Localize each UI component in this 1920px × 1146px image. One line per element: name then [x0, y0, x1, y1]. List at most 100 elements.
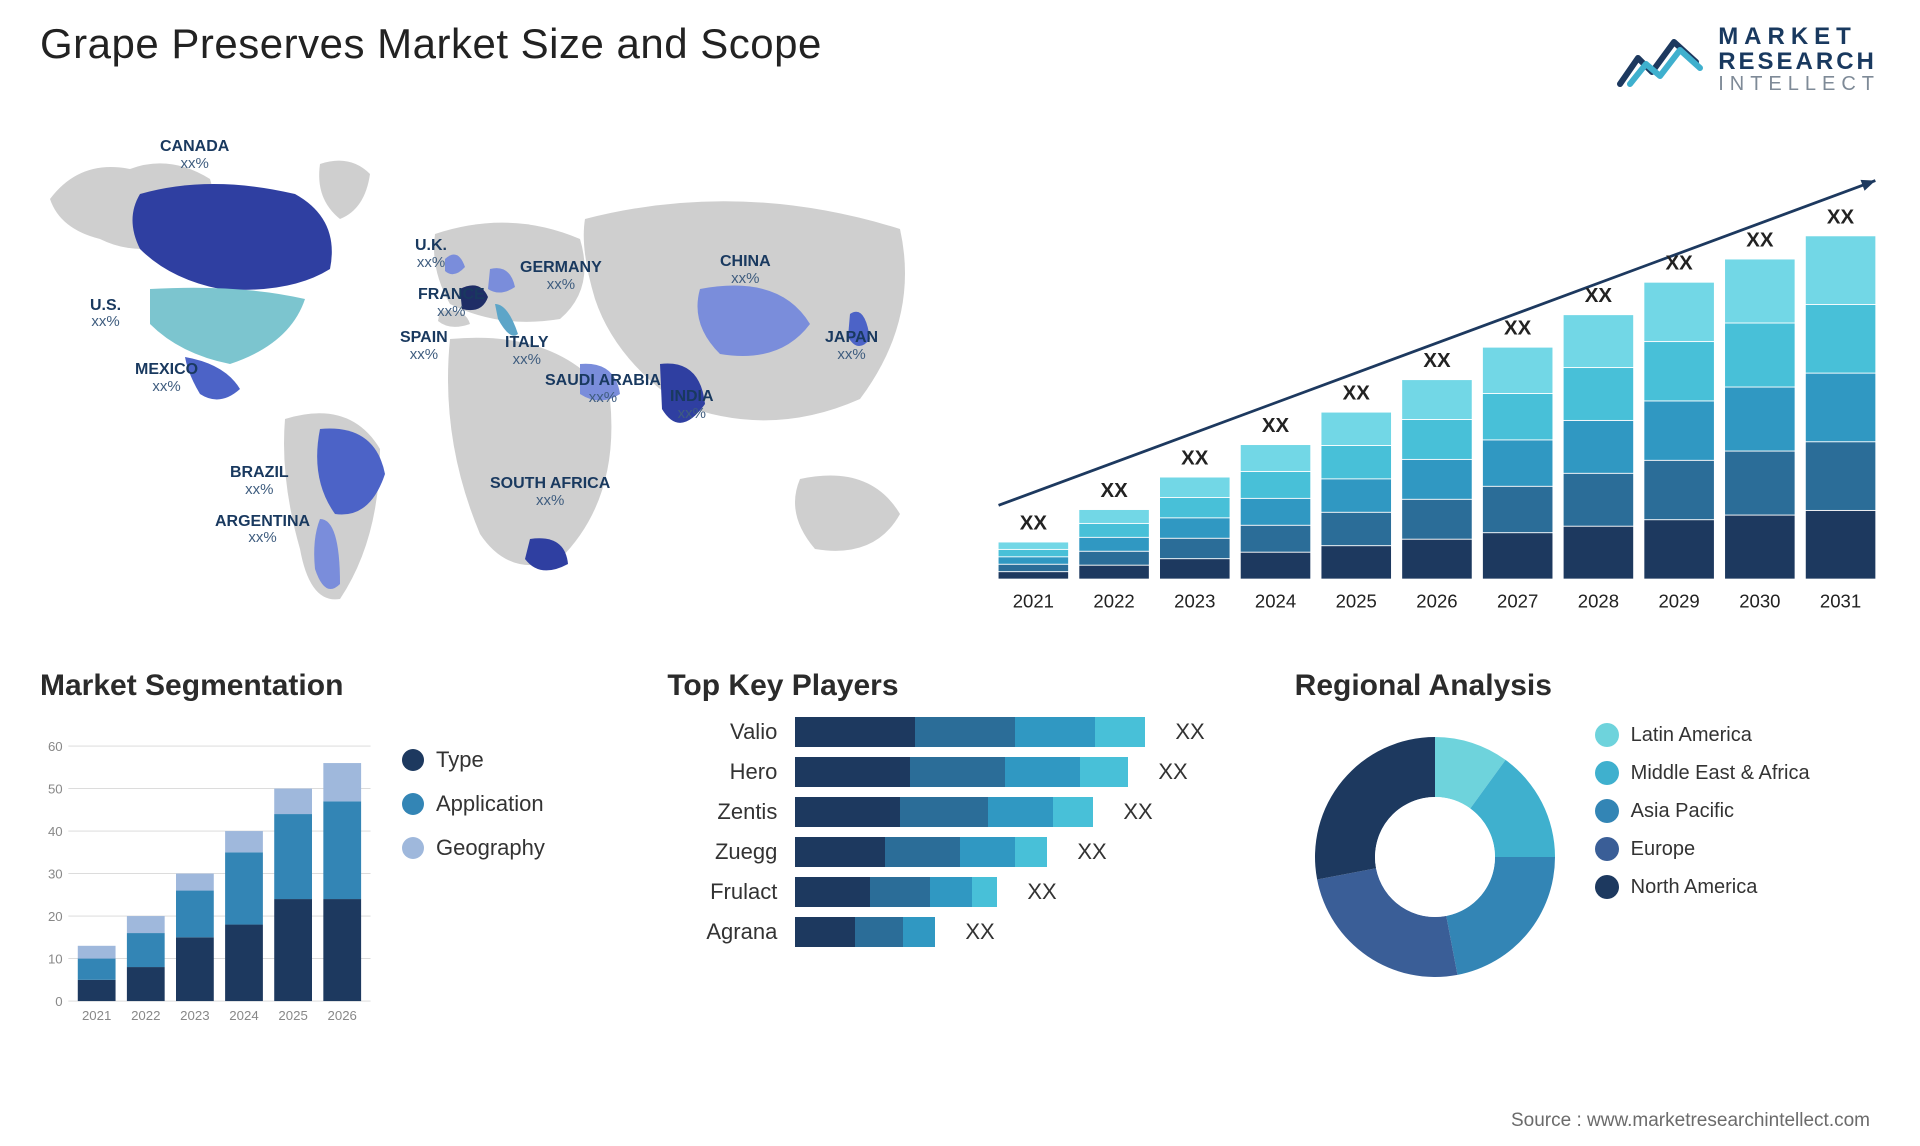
svg-text:0: 0 — [55, 994, 62, 1009]
players-title: Top Key Players — [667, 669, 1252, 703]
player-value: XX — [1175, 719, 1204, 745]
logo-line-1: MARKET — [1718, 24, 1880, 49]
player-bar — [795, 877, 997, 907]
logo-line-3: INTELLECT — [1718, 74, 1880, 95]
svg-text:XX: XX — [1100, 480, 1128, 502]
player-label: Zentis — [667, 799, 777, 825]
svg-text:2022: 2022 — [131, 1008, 160, 1023]
svg-text:XX: XX — [1343, 383, 1371, 405]
player-label: Valio — [667, 719, 777, 745]
player-value: XX — [965, 919, 994, 945]
svg-text:XX: XX — [1262, 415, 1290, 437]
svg-text:XX: XX — [1181, 448, 1209, 470]
map-label: SAUDI ARABIAxx% — [545, 373, 661, 406]
svg-text:2024: 2024 — [229, 1008, 258, 1023]
svg-text:10: 10 — [48, 952, 63, 967]
player-label: Zuegg — [667, 839, 777, 865]
player-value: XX — [1123, 799, 1152, 825]
player-row: Frulact XX — [667, 877, 1252, 907]
player-row: Zuegg XX — [667, 837, 1252, 867]
player-value: XX — [1027, 879, 1056, 905]
svg-text:XX: XX — [1746, 230, 1774, 252]
player-row: Hero XX — [667, 757, 1252, 787]
svg-text:2021: 2021 — [82, 1008, 111, 1023]
player-label: Agrana — [667, 919, 777, 945]
world-map: CANADAxx% U.S.xx% MEXICOxx% BRAZILxx% ARGENT… — [40, 119, 940, 659]
player-row: Zentis XX — [667, 797, 1252, 827]
page-title: Grape Preserves Market Size and Scope — [40, 20, 822, 68]
player-bar — [795, 917, 935, 947]
svg-text:2028: 2028 — [1578, 591, 1619, 612]
svg-text:XX: XX — [1827, 207, 1855, 229]
svg-text:2026: 2026 — [1416, 591, 1457, 612]
legend-item: Asia Pacific — [1595, 799, 1810, 823]
map-label: SPAINxx% — [400, 330, 448, 363]
legend-item: North America — [1595, 875, 1810, 899]
svg-text:2031: 2031 — [1820, 591, 1861, 612]
svg-text:60: 60 — [48, 739, 63, 754]
regional-legend: Latin America Middle East & Africa Asia Pa… — [1595, 717, 1810, 997]
players-section: Top Key Players ValioXXHeroXXZentisXXZue… — [667, 669, 1252, 1049]
svg-text:2026: 2026 — [328, 1008, 357, 1023]
svg-text:30: 30 — [48, 867, 63, 882]
map-label: INDIAxx% — [670, 389, 714, 422]
svg-text:2024: 2024 — [1255, 591, 1296, 612]
source-attribution: Source : www.marketresearchintellect.com — [1511, 1110, 1870, 1132]
svg-text:XX: XX — [1585, 286, 1613, 308]
svg-text:50: 50 — [48, 782, 63, 797]
player-bar — [795, 797, 1093, 827]
svg-text:2023: 2023 — [180, 1008, 209, 1023]
growth-chart: XX XX XX XX XX XX XX XX XX XX XX 2021 2022 2023 2024 2… — [970, 119, 1880, 659]
logo-icon — [1616, 28, 1706, 92]
segmentation-section: Market Segmentation 0 10 20 30 40 50 60 2021 202… — [40, 669, 625, 1049]
player-row: Valio XX — [667, 717, 1252, 747]
players-chart: ValioXXHeroXXZentisXXZueggXXFrulactXXAgr… — [667, 717, 1252, 1049]
legend-item: Geography — [402, 835, 545, 861]
regional-section: Regional Analysis Latin America Middle Ea… — [1295, 669, 1880, 1049]
svg-text:40: 40 — [48, 824, 63, 839]
legend-item: Type — [402, 747, 545, 773]
map-label: SOUTH AFRICAxx% — [490, 476, 610, 509]
legend-item: Application — [402, 791, 545, 817]
svg-text:XX: XX — [1666, 253, 1694, 275]
map-label: U.K.xx% — [415, 238, 447, 271]
legend-item: Latin America — [1595, 723, 1810, 747]
svg-text:2027: 2027 — [1497, 591, 1538, 612]
map-label: U.S.xx% — [90, 298, 121, 331]
brand-logo: MARKET RESEARCH INTELLECT — [1616, 24, 1880, 95]
map-label: JAPANxx% — [825, 330, 878, 363]
map-label: GERMANYxx% — [520, 260, 602, 293]
svg-text:2030: 2030 — [1739, 591, 1780, 612]
player-label: Hero — [667, 759, 777, 785]
map-label: ARGENTINAxx% — [215, 514, 310, 547]
svg-text:XX: XX — [1423, 350, 1451, 372]
player-bar — [795, 837, 1047, 867]
map-label: FRANCExx% — [418, 287, 485, 320]
svg-text:20: 20 — [48, 909, 63, 924]
player-value: XX — [1077, 839, 1106, 865]
svg-text:2029: 2029 — [1658, 591, 1699, 612]
player-row: Agrana XX — [667, 917, 1252, 947]
map-label: BRAZILxx% — [230, 465, 289, 498]
svg-text:2025: 2025 — [278, 1008, 307, 1023]
logo-line-2: RESEARCH — [1718, 49, 1880, 74]
player-value: XX — [1158, 759, 1187, 785]
player-bar — [795, 717, 1145, 747]
segmentation-legend: Type Application Geography — [402, 717, 545, 1049]
legend-item: Europe — [1595, 837, 1810, 861]
segmentation-title: Market Segmentation — [40, 669, 625, 703]
svg-text:2021: 2021 — [1013, 591, 1054, 612]
map-label: ITALYxx% — [505, 335, 549, 368]
regional-title: Regional Analysis — [1295, 669, 1880, 703]
player-label: Frulact — [667, 879, 777, 905]
map-label: CANADAxx% — [160, 139, 229, 172]
svg-text:XX: XX — [1504, 318, 1532, 340]
regional-donut — [1295, 717, 1575, 997]
player-bar — [795, 757, 1128, 787]
svg-text:2023: 2023 — [1174, 591, 1215, 612]
legend-item: Middle East & Africa — [1595, 761, 1810, 785]
svg-text:2022: 2022 — [1093, 591, 1134, 612]
map-label: MEXICOxx% — [135, 362, 198, 395]
svg-text:2025: 2025 — [1336, 591, 1377, 612]
svg-text:XX: XX — [1020, 513, 1048, 535]
